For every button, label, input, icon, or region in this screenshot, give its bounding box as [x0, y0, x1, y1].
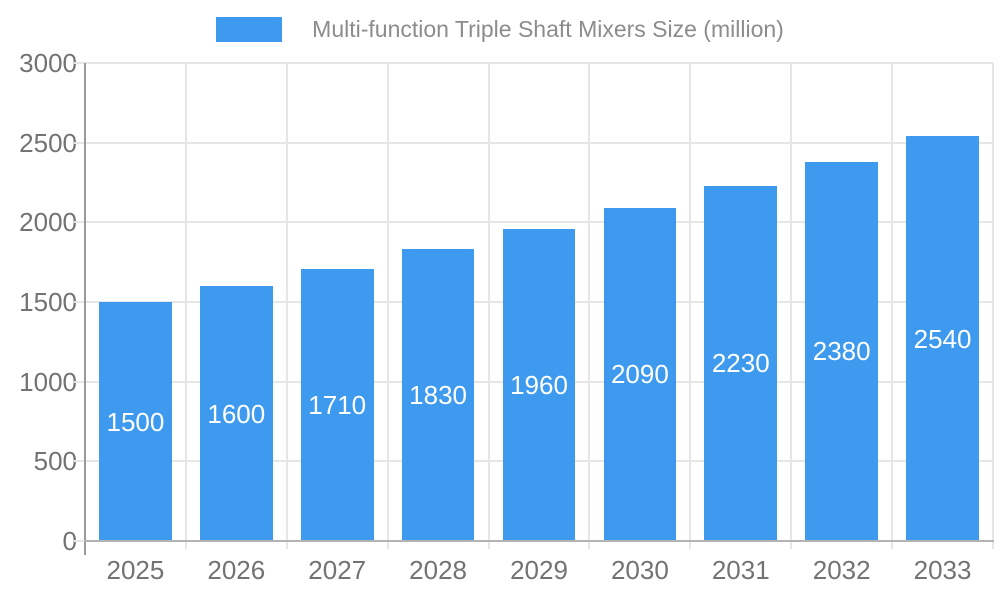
bar[interactable] [805, 161, 878, 541]
gridline-horizontal [85, 62, 993, 64]
bar-value-label: 2090 [610, 359, 669, 390]
gridline-vertical [891, 63, 894, 549]
bar[interactable] [401, 249, 475, 541]
legend-item[interactable]: Multi-function Triple Shaft Mixers Size … [0, 16, 1000, 43]
x-axis-tick-label: 2029 [510, 555, 568, 585]
y-axis-tick [74, 460, 85, 463]
x-axis-tick-label: 2028 [409, 555, 468, 585]
x-axis-tick-label: 2025 [106, 555, 165, 585]
gridline-vertical [992, 63, 994, 549]
gridline-vertical [285, 63, 288, 549]
bar-value-label: 1710 [308, 389, 367, 420]
bar-value-label: 1600 [207, 398, 266, 429]
y-axis-tick-label: 0 [62, 526, 77, 556]
gridline-horizontal [85, 141, 993, 144]
gridline-vertical [386, 63, 389, 549]
y-axis-tick-label: 1500 [19, 287, 77, 317]
y-axis-tick [74, 62, 85, 64]
bar[interactable] [200, 286, 273, 541]
bar[interactable] [906, 136, 979, 541]
bar[interactable] [99, 302, 172, 541]
y-axis-tick-label: 2500 [19, 127, 77, 158]
bar-value-label: 2540 [913, 323, 972, 354]
y-axis-tick [74, 221, 85, 224]
y-axis-tick [74, 380, 85, 383]
gridline-vertical [790, 63, 793, 549]
gridline-vertical [487, 63, 490, 549]
gridline-vertical [588, 63, 591, 549]
gridline-vertical [689, 63, 692, 549]
bar[interactable] [704, 185, 778, 541]
y-axis-line [84, 63, 86, 555]
bar-value-label: 2230 [711, 348, 770, 379]
y-axis-tick-label: 1000 [19, 366, 77, 397]
y-axis-tick-label: 2000 [19, 207, 77, 238]
bar[interactable] [502, 228, 576, 541]
bar-value-label: 1960 [510, 369, 568, 400]
bar[interactable] [603, 207, 677, 541]
x-axis-tick-label: 2033 [913, 555, 972, 585]
bar-value-label: 1500 [106, 406, 165, 437]
x-axis-tick-label: 2031 [711, 555, 770, 585]
y-axis-tick [74, 540, 85, 542]
x-axis-line [84, 540, 994, 542]
x-axis-tick-label: 2026 [207, 555, 266, 585]
x-axis-tick-label: 2027 [308, 555, 367, 585]
legend-label: Multi-function Triple Shaft Mixers Size … [312, 16, 784, 42]
gridline-horizontal [85, 221, 993, 224]
y-axis-tick-label: 3000 [19, 48, 77, 78]
legend-swatch [216, 17, 283, 42]
y-axis-tick [74, 141, 85, 144]
gridline-vertical [184, 63, 187, 549]
bar-value-label: 2380 [812, 336, 871, 367]
x-axis-tick-label: 2030 [610, 555, 669, 585]
bar[interactable] [300, 268, 374, 541]
y-axis-tick [74, 301, 85, 303]
bar-value-label: 1830 [409, 380, 468, 411]
y-axis-tick-label: 500 [33, 446, 77, 477]
x-axis-tick-label: 2032 [812, 555, 871, 585]
